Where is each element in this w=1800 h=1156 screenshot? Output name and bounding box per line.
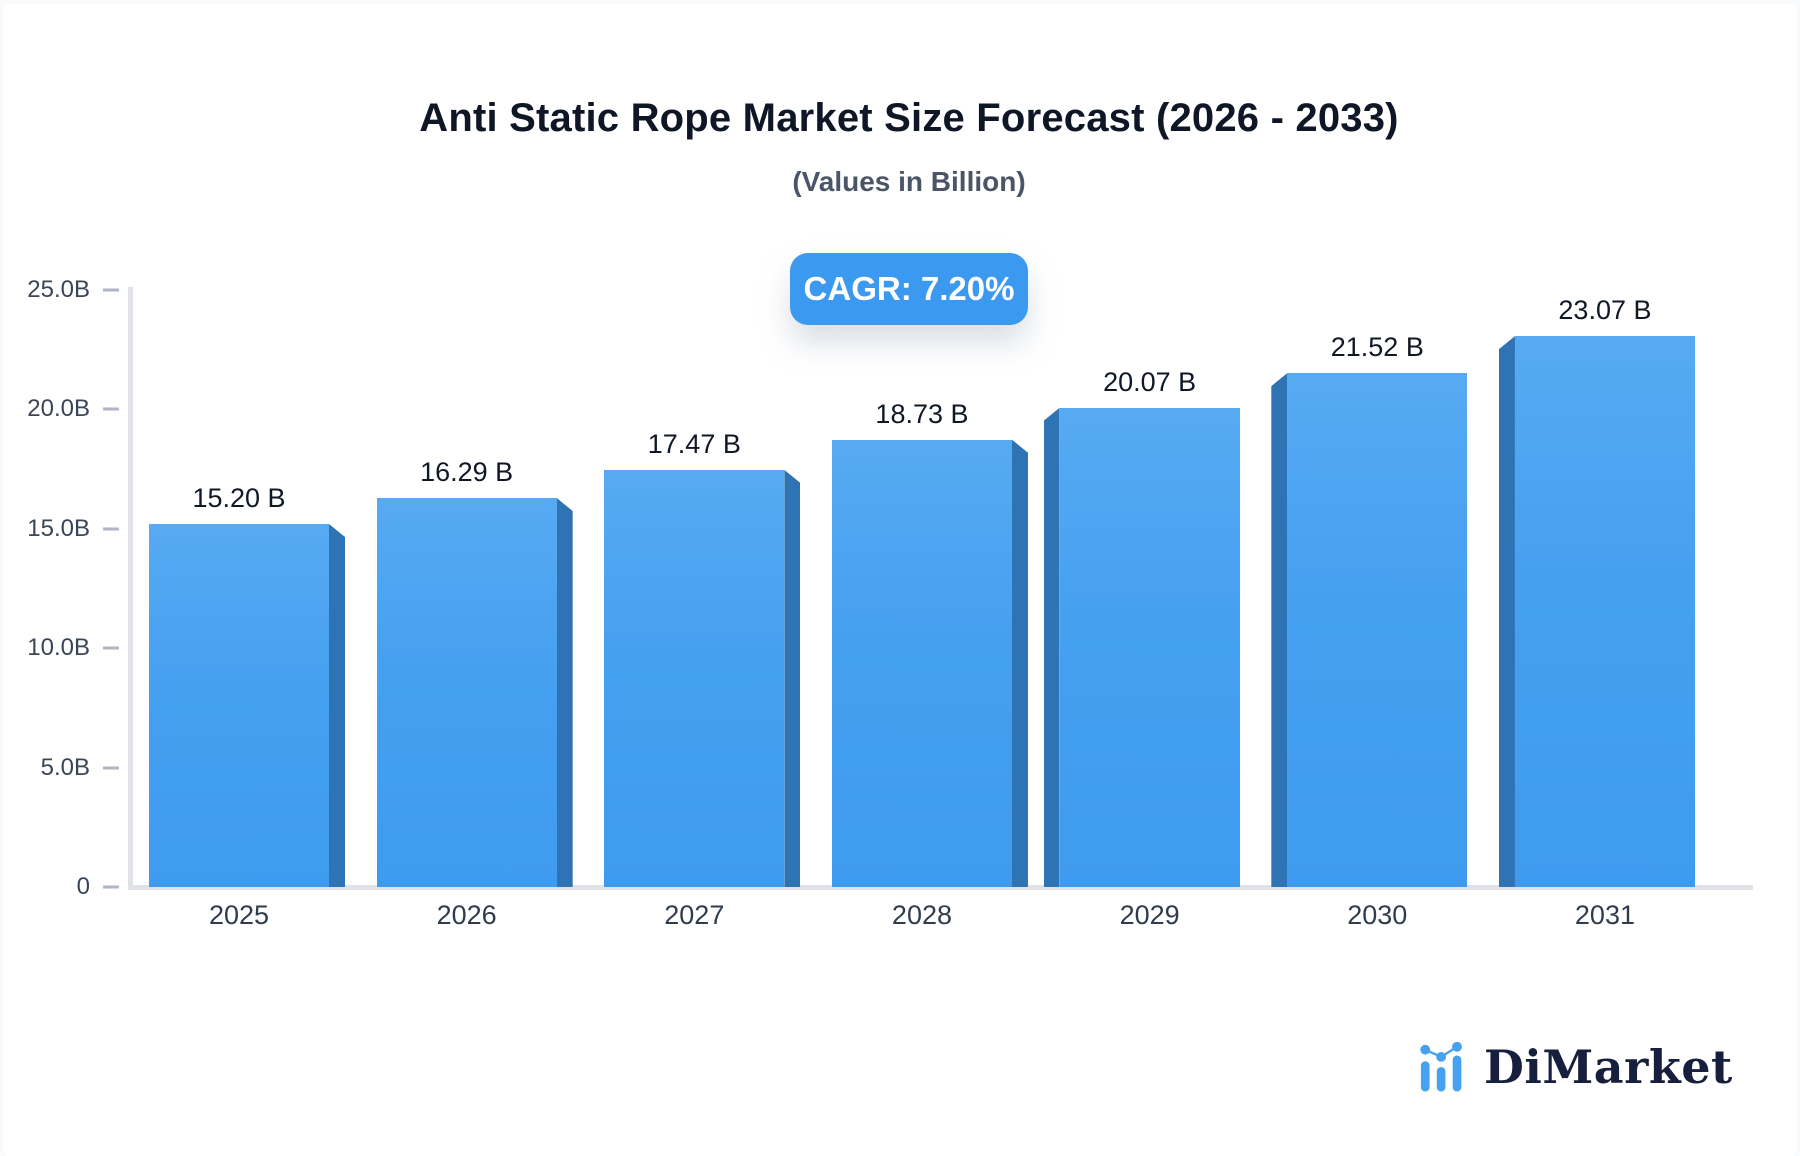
bar-2026: 16.29 B: [376, 457, 573, 887]
bar-side-3d: [329, 524, 345, 887]
y-tick-label: 10.0B: [27, 634, 90, 662]
mini-bar-chart-icon: [1420, 1042, 1462, 1092]
bar-value-label: 17.47 B: [647, 428, 741, 459]
bar-side-3d: [1043, 407, 1060, 887]
x-axis-label-2027: 2027: [664, 900, 725, 930]
y-tick-label: 15.0B: [27, 514, 90, 542]
bar-2030: 21.52 B: [1271, 332, 1468, 887]
bar-face: [1287, 373, 1468, 887]
y-tick-dash: [103, 407, 119, 411]
bar-face: [831, 439, 1012, 887]
x-axis-label-2031: 2031: [1574, 900, 1635, 930]
bar-side-3d: [1271, 373, 1288, 887]
chart-title: Anti Static Rope Market Size Forecast (2…: [419, 96, 1399, 140]
bar-2027: 17.47 B: [604, 429, 801, 887]
bar-2025: 15.20 B: [149, 483, 345, 887]
y-tick-dash: [103, 646, 119, 650]
bar-side-3d: [784, 469, 801, 887]
bar-face: [376, 497, 557, 887]
cagr-badge: CAGR: 7.20%: [790, 253, 1028, 325]
y-tick-dash: [103, 766, 119, 770]
bar-value-label: 23.07 B: [1558, 295, 1652, 326]
y-tick-label: 20.0B: [27, 395, 90, 423]
bar-value-label: 21.52 B: [1330, 332, 1424, 363]
bar-face: [604, 469, 785, 887]
y-tick-dash: [103, 288, 119, 292]
bar-value-label: 15.20 B: [192, 483, 286, 514]
y-tick-label: 25.0B: [27, 276, 90, 303]
x-axis-label-2029: 2029: [1119, 900, 1180, 930]
bar-2029: 20.07 B: [1043, 367, 1240, 887]
bar-side-3d: [1011, 439, 1028, 887]
bar-value-label: 18.73 B: [875, 398, 969, 429]
bar-face: [1059, 407, 1240, 887]
bar-face: [149, 524, 329, 887]
brand-logo: DiMarket: [1418, 1040, 1733, 1094]
x-axis-label-2030: 2030: [1347, 900, 1408, 930]
y-axis-line: [128, 287, 133, 890]
bar-2028: 18.73 B: [831, 399, 1028, 887]
x-axis-label-2028: 2028: [891, 900, 952, 930]
chart-subtitle: (Values in Billion): [792, 166, 1026, 197]
x-axis-label-2026: 2026: [436, 900, 497, 930]
brand-logo-text: DiMarket: [1484, 1040, 1733, 1094]
bar-side-3d: [556, 497, 573, 887]
bar-face: [1514, 336, 1695, 887]
y-tick-dash: [103, 527, 119, 531]
y-tick-label: 5.0B: [40, 753, 90, 781]
bar-2031: 23.07 B: [1498, 295, 1695, 887]
bar-value-label: 16.29 B: [420, 456, 514, 487]
x-axis-label-2025: 2025: [208, 900, 270, 930]
bar-side-3d: [1498, 336, 1515, 887]
y-tick-label: 0: [76, 873, 90, 900]
bar-value-label: 20.07 B: [1103, 366, 1197, 397]
y-tick-dash: [103, 885, 119, 889]
x-axis-line: [128, 885, 1753, 890]
